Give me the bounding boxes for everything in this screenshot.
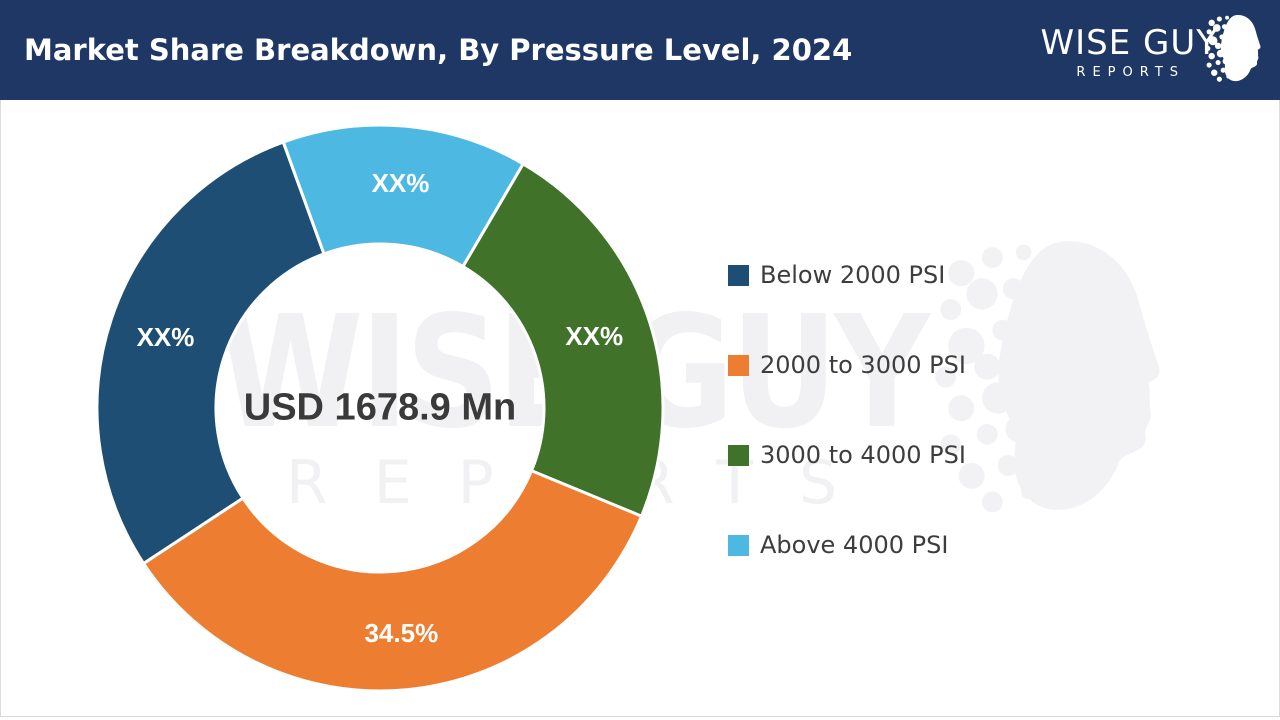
legend-label: Above 4000 PSI [760, 531, 949, 559]
donut-slice-2000-to-3000-psi [142, 469, 643, 693]
wise-guy-logo: WISE GUY REPORTS [1040, 6, 1268, 96]
donut-slice-above-4000-psi [281, 123, 525, 269]
watermark-face-icon [935, 241, 1160, 513]
legend-item-above-4000-psi: Above 4000 PSI [728, 530, 948, 560]
page-title: Market Share Breakdown, By Pressure Leve… [24, 33, 853, 67]
legend-label: 3000 to 4000 PSI [760, 441, 966, 469]
legend-item-2000-to-3000-psi: 2000 to 3000 PSI [728, 350, 966, 380]
logo-brand-text: WISE GUY [1040, 22, 1218, 63]
legend-swatch-icon [728, 444, 749, 466]
legend-swatch-icon [728, 354, 749, 376]
donut-slice-below-2000-psi [95, 140, 326, 565]
legend-label: 2000 to 3000 PSI [760, 351, 966, 379]
slice-percentage-label: XX% [372, 168, 430, 198]
slice-percentage-label: XX% [565, 321, 623, 351]
legend-swatch-icon [728, 264, 749, 286]
legend-item-3000-to-4000-psi: 3000 to 4000 PSI [728, 440, 966, 470]
slice-percentage-label: 34.5% [364, 618, 438, 648]
legend-label: Below 2000 PSI [760, 261, 946, 289]
header-bar: Market Share Breakdown, By Pressure Leve… [0, 0, 1280, 100]
slice-percentage-label: XX% [137, 322, 195, 352]
donut-slice-3000-to-4000-psi [461, 162, 665, 518]
content-frame [0, 100, 1280, 717]
logo-subtitle-text: REPORTS [1076, 64, 1186, 80]
legend-swatch-icon [728, 534, 749, 556]
legend-item-below-2000-psi: Below 2000 PSI [728, 260, 945, 290]
chart-center-value: USD 1678.9 Mn [243, 386, 517, 429]
